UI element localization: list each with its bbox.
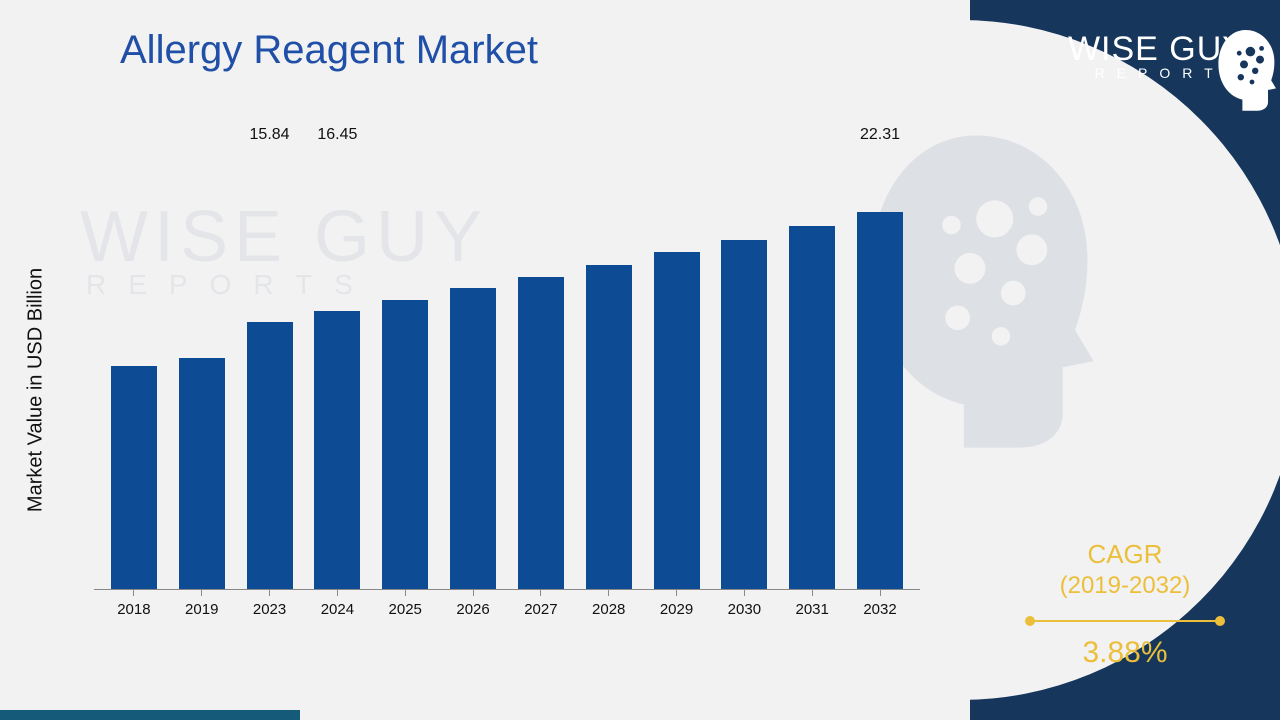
x-tick xyxy=(710,590,778,596)
x-tick xyxy=(507,590,575,596)
bar-value-label: 15.84 xyxy=(250,126,290,144)
cagr-value: 3.88% xyxy=(1010,636,1240,670)
x-axis-label: 2018 xyxy=(100,601,168,618)
x-tick xyxy=(643,590,711,596)
bar-slot xyxy=(575,150,643,589)
x-tick xyxy=(846,590,914,596)
bar-slot xyxy=(643,150,711,589)
bar-slot: 16.45 xyxy=(303,150,371,589)
bottom-accent-bar xyxy=(0,710,300,720)
cagr-title: CAGR xyxy=(1010,539,1240,570)
x-labels: 2018201920232024202520262027202820292030… xyxy=(94,601,920,618)
x-axis-label: 2025 xyxy=(371,601,439,618)
bar-value-label: 22.31 xyxy=(860,126,900,144)
x-axis-label: 2026 xyxy=(439,601,507,618)
bar-slot xyxy=(168,150,236,589)
bar-slot xyxy=(778,150,846,589)
x-tick xyxy=(371,590,439,596)
bar xyxy=(382,300,428,589)
plot-region: 15.8416.45 22.31 xyxy=(94,150,920,590)
x-axis-label: 2028 xyxy=(575,601,643,618)
x-tick xyxy=(100,590,168,596)
bar xyxy=(654,252,700,589)
bars-container: 15.8416.45 22.31 xyxy=(94,150,920,589)
brand-block: WISE GUY REPORTS xyxy=(1068,30,1246,81)
bar-slot xyxy=(507,150,575,589)
bar xyxy=(789,226,835,589)
x-axis-label: 2032 xyxy=(846,601,914,618)
bar-slot: 15.84 xyxy=(236,150,304,589)
brand-main: WISE GUY xyxy=(1068,30,1246,69)
bar xyxy=(450,288,496,589)
y-axis-label: Market Value in USD Billion xyxy=(25,268,48,512)
bar xyxy=(314,311,360,589)
x-tick xyxy=(778,590,846,596)
bar xyxy=(247,322,293,589)
bar xyxy=(179,358,225,589)
bar-slot xyxy=(100,150,168,589)
x-tick xyxy=(168,590,236,596)
bar-slot: 22.31 xyxy=(846,150,914,589)
bar xyxy=(586,265,632,589)
bar xyxy=(111,366,157,589)
bar-slot xyxy=(439,150,507,589)
bar-value-label: 16.45 xyxy=(317,126,357,144)
bar-slot xyxy=(371,150,439,589)
x-ticks xyxy=(94,590,920,596)
page-root: Allergy Reagent Market WISE GUY REPORTS … xyxy=(0,0,1280,720)
x-axis-label: 2031 xyxy=(778,601,846,618)
x-axis-label: 2029 xyxy=(643,601,711,618)
x-tick xyxy=(303,590,371,596)
bar xyxy=(857,212,903,589)
cagr-period: (2019-2032) xyxy=(1010,572,1240,600)
x-tick xyxy=(575,590,643,596)
x-axis-label: 2027 xyxy=(507,601,575,618)
bar xyxy=(721,240,767,590)
x-tick xyxy=(439,590,507,596)
brand-sub: REPORTS xyxy=(1068,65,1246,81)
x-axis-label: 2030 xyxy=(710,601,778,618)
chart-area: Market Value in USD Billion 15.8416.4522… xyxy=(60,150,920,630)
cagr-block: CAGR (2019-2032) 3.88% xyxy=(1010,539,1240,670)
bar xyxy=(518,277,564,589)
chart-title: Allergy Reagent Market xyxy=(120,28,538,73)
x-axis-label: 2023 xyxy=(236,601,304,618)
x-axis-label: 2019 xyxy=(168,601,236,618)
x-axis-label: 2024 xyxy=(303,601,371,618)
cagr-divider xyxy=(1030,620,1220,622)
x-tick xyxy=(236,590,304,596)
bar-slot xyxy=(710,150,778,589)
